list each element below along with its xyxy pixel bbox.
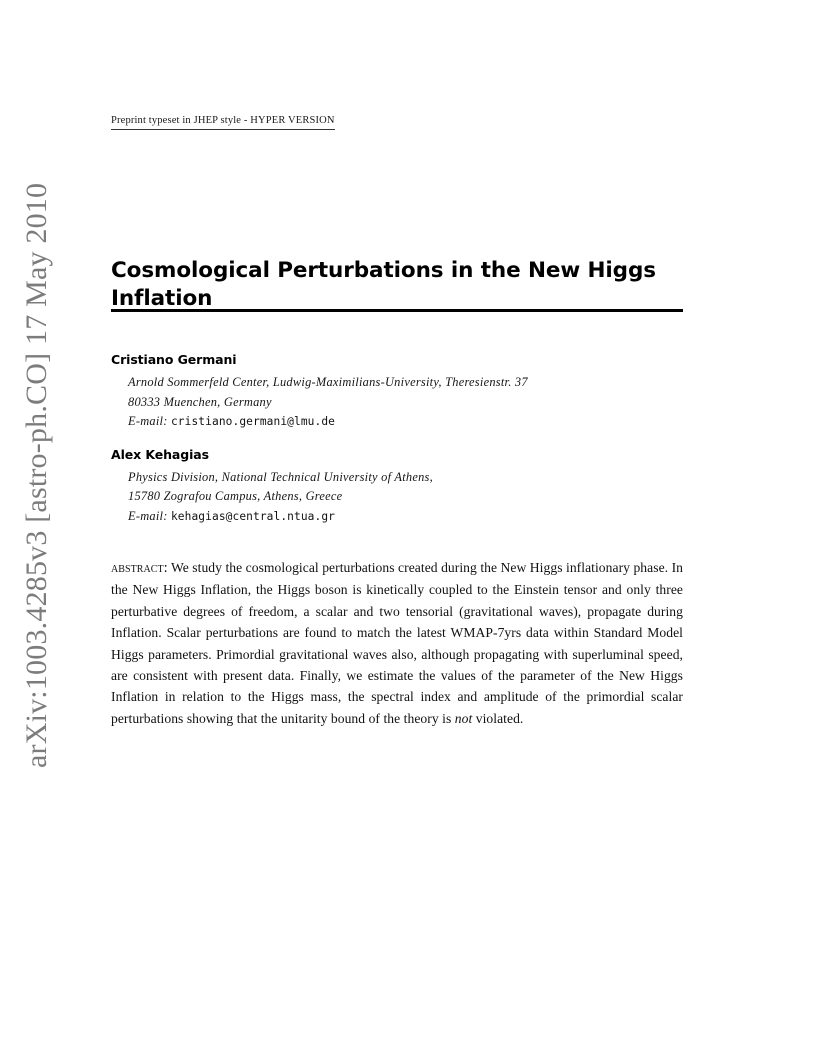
abstract-text-part-2: violated. — [472, 710, 524, 726]
author-email: E-mail: cristiano.germani@lmu.de — [128, 412, 691, 432]
email-address[interactable]: cristiano.germani@lmu.de — [170, 415, 336, 428]
email-address[interactable]: kehagias@central.ntua.gr — [170, 509, 336, 523]
preprint-notice: Preprint typeset in JHEP style - HYPER V… — [111, 115, 335, 130]
email-label: E-mail: — [128, 414, 168, 428]
author-block: Cristiano Germani Arnold Sommerfeld Cent… — [111, 351, 691, 432]
arxiv-identifier-stamp: arXiv:1003.4285v3 [astro-ph.CO] 17 May 2… — [20, 182, 53, 768]
author-name: Alex Kehagias — [111, 446, 209, 462]
email-label: E-mail: — [128, 508, 168, 523]
abstract-section: Abstract: We study the cosmological pert… — [111, 557, 683, 729]
affiliation-line: 80333 Muenchen, Germany — [128, 394, 272, 409]
page-title: Cosmological Perturbations in the New Hi… — [111, 258, 656, 312]
title-divider-rule — [111, 309, 683, 312]
author-email: E-mail: kehagias@central.ntua.gr — [128, 507, 691, 527]
abstract-label: Abstract: — [111, 560, 168, 576]
affiliation-line: Arnold Sommerfeld Center, Ludwig-Maximil… — [128, 375, 528, 389]
author-block: Alex Kehagias Physics Division, National… — [111, 446, 691, 527]
abstract-text-part-1: We study the cosmological perturbations … — [111, 560, 683, 726]
affiliation-line: 15780 Zografou Campus, Athens, Greece — [128, 489, 343, 503]
affiliation-line: Physics Division, National Technical Uni… — [128, 469, 433, 484]
author-list: Cristiano Germani Arnold Sommerfeld Cent… — [111, 351, 691, 540]
author-name: Cristiano Germani — [111, 352, 237, 367]
author-affiliation: Arnold Sommerfeld Center, Ludwig-Maximil… — [128, 373, 691, 432]
author-affiliation: Physics Division, National Technical Uni… — [128, 468, 691, 527]
abstract-emphasis: not — [454, 710, 473, 726]
